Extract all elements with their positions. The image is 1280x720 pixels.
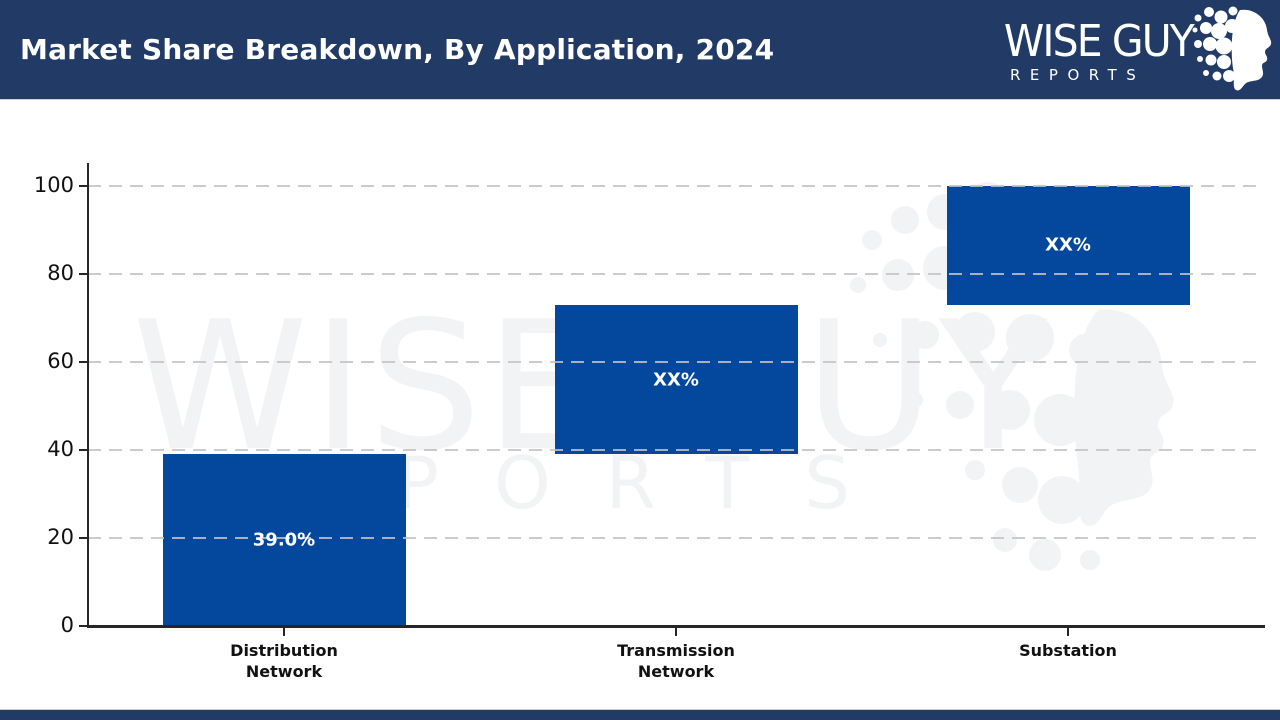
y-tick-label: 80 [47,261,74,285]
bar-transmission [554,304,798,455]
bar-distribution [162,454,406,626]
x-tick [1067,628,1069,636]
gridline-80 [88,273,1264,275]
y-tick-0 [79,625,87,627]
logo-text-line1: WISE GUY [1004,16,1196,67]
bar-value-label: 39.0% [252,529,316,551]
bar-value-label: XX% [653,369,699,391]
gridline-20 [88,537,1264,539]
gridline-60 [88,361,1264,363]
y-tick-80 [79,273,87,275]
y-tick-label: 100 [33,173,74,197]
x-tick [283,628,285,636]
y-tick-40 [79,449,87,451]
wiseguy-logo: WISE GUY REPORTS [1002,4,1272,96]
y-tick-20 [79,537,87,539]
footer-bar [0,710,1280,720]
y-tick-label: 40 [47,437,74,461]
footer-divider [0,709,1280,710]
x-axis-line [87,625,1265,628]
category-label: Transmission Network [617,641,735,681]
logo-text-line2: REPORTS [1010,66,1145,84]
wiseguy-logo-graphic: WISE GUY REPORTS [1004,6,1272,90]
y-tick-60 [79,361,87,363]
y-tick-label: 60 [47,349,74,373]
gridline-100 [88,185,1264,187]
bar-value-label: XX% [1045,234,1091,256]
category-label: Distribution Network [230,641,338,681]
y-tick-label: 20 [47,525,74,549]
dotted-head-icon [1192,6,1272,90]
page-title: Market Share Breakdown, By Application, … [20,33,775,66]
y-tick-100 [79,185,87,187]
header-bar: Market Share Breakdown, By Application, … [0,0,1280,100]
x-tick [675,628,677,636]
category-label: Substation [1019,641,1117,660]
y-tick-label: 0 [60,613,74,637]
y-axis-line [87,163,89,628]
gridline-40 [88,449,1264,451]
chart-area: WISE GUY REPORTS [0,100,1280,710]
